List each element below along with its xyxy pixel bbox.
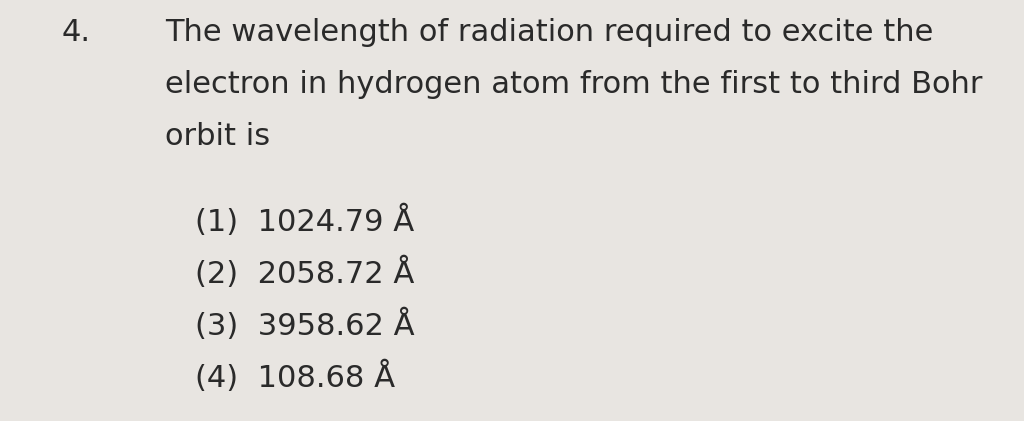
Text: electron in hydrogen atom from the first to third Bohr: electron in hydrogen atom from the first… [165, 70, 982, 99]
Text: (1)  1024.79 Å: (1) 1024.79 Å [195, 205, 415, 237]
Text: (2)  2058.72 Å: (2) 2058.72 Å [195, 257, 415, 289]
Text: The wavelength of radiation required to excite the: The wavelength of radiation required to … [165, 18, 933, 47]
Text: (4)  108.68 Å: (4) 108.68 Å [195, 361, 395, 393]
Text: 4.: 4. [62, 18, 91, 47]
Text: (3)  3958.62 Å: (3) 3958.62 Å [195, 309, 415, 341]
Text: orbit is: orbit is [165, 122, 270, 151]
